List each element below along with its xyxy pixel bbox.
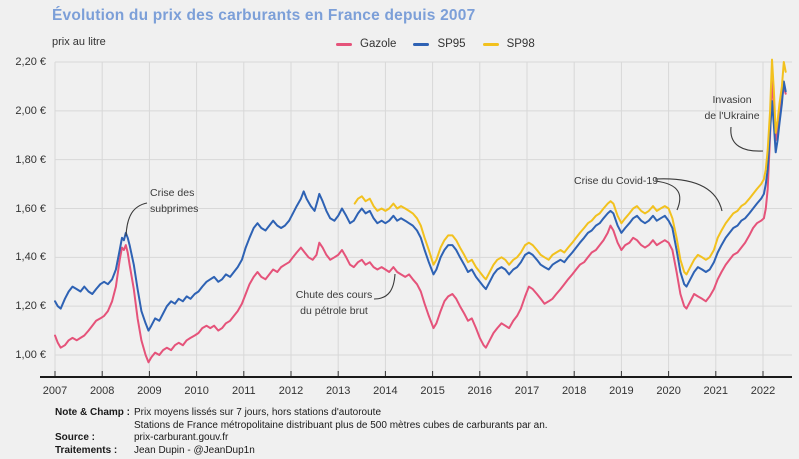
x-axis-tick-label: 2007 [42, 385, 68, 397]
legend-label: Gazole [360, 38, 397, 50]
x-axis-tick-label: 2014 [373, 385, 398, 397]
x-axis-tick-label: 2010 [184, 385, 209, 397]
y-axis-tick-label: 1,00 € [15, 349, 46, 361]
x-axis-tick-label: 2008 [89, 385, 115, 397]
footer-label: Source : [55, 432, 96, 444]
legend-swatch [336, 42, 352, 46]
x-axis-tick-label: 2017 [514, 385, 540, 397]
annotation-text: de l'Ukraine [704, 109, 760, 122]
x-axis-tick-label: 2009 [137, 385, 162, 397]
legend-swatch [482, 42, 499, 46]
annotation-arrows [125, 126, 764, 300]
x-axis-tick-label: 2015 [420, 385, 445, 397]
x-axis-tick-label: 2020 [656, 385, 681, 397]
annotation-text: du pétrole brut [300, 304, 368, 317]
subprimes-arrow [125, 202, 148, 237]
annotation-text: Chute des cours [295, 289, 373, 301]
annotation-covid: Crise du Covid-19 [574, 174, 658, 190]
annotation-text: Crise des [150, 187, 195, 199]
annotation-text: subprimes [150, 202, 199, 215]
annotation-subprimes: Crise des subprimes [150, 186, 198, 217]
x-axis-tick-label: 2019 [609, 385, 634, 397]
covid-arrow-2 [654, 178, 723, 212]
series-lines [54, 58, 787, 364]
annotation-ukraine: Invasion de l'Ukraine [696, 93, 768, 124]
series-line-sp98 [353, 58, 787, 281]
series-line-gazole [54, 75, 787, 364]
y-axis-tick-label: 2,00 € [15, 104, 46, 117]
x-axis-tick-label: 2022 [750, 385, 776, 397]
legend-label: SP98 [506, 38, 535, 50]
y-axis-tick-label: 1,40 € [15, 251, 46, 264]
grid-layer [40, 61, 792, 378]
annotation-text: Crise du Covid-19 [574, 175, 659, 187]
x-axis-tick-label: 2012 [278, 385, 304, 397]
legend-item-sp98: SP98 [482, 38, 535, 50]
ukraine-arrow [730, 126, 764, 152]
x-axis-tick-label: 2021 [703, 385, 729, 397]
footer-label: Traitements : [55, 444, 118, 456]
footer-value: Stations de France métropolitaine distri… [134, 419, 548, 431]
footer-label: Note & Champ : [55, 407, 130, 418]
annotation-petrole: Chute des cours du pétrole brut [286, 288, 382, 319]
x-axis-tick-label: 2011 [231, 385, 256, 397]
x-axis-tick-label: 2013 [325, 385, 351, 397]
petrole-arrow [373, 273, 396, 300]
legend-item-sp95: SP95 [413, 38, 466, 50]
y-axis-tick-label: 1,80 € [15, 153, 46, 166]
chart-legend: Gazole SP95 SP98 [336, 38, 535, 50]
legend-swatch [413, 42, 430, 46]
annotation-text: Invasion [712, 94, 752, 106]
x-axis-tick-label: 2016 [467, 385, 493, 397]
legend-item-gazole: Gazole [336, 38, 396, 50]
footer-value: Jean Dupin - @JeanDup1n [134, 444, 255, 456]
page-title: Évolution du prix des carburants en Fran… [52, 7, 476, 24]
x-axis-tick-label: 2018 [561, 385, 587, 397]
y-axis-tick-label: 1,20 € [15, 300, 46, 313]
footer-notes: Note & Champ : Prix moyens lissés sur 7 j… [55, 407, 548, 457]
chart-subtitle: prix au litre [52, 36, 106, 48]
covid-arrow-1 [654, 180, 681, 211]
legend-label: SP95 [437, 38, 466, 50]
y-axis-tick-label: 1,60 € [15, 202, 46, 215]
series-line-sp95 [54, 80, 787, 332]
footer-value: prix-carburant.gouv.fr [134, 432, 229, 444]
footer-label [55, 420, 131, 433]
y-axis-tick-label: 2,20 € [15, 56, 46, 68]
footer-value: Prix moyens lissés sur 7 jours, hors sta… [134, 407, 382, 418]
